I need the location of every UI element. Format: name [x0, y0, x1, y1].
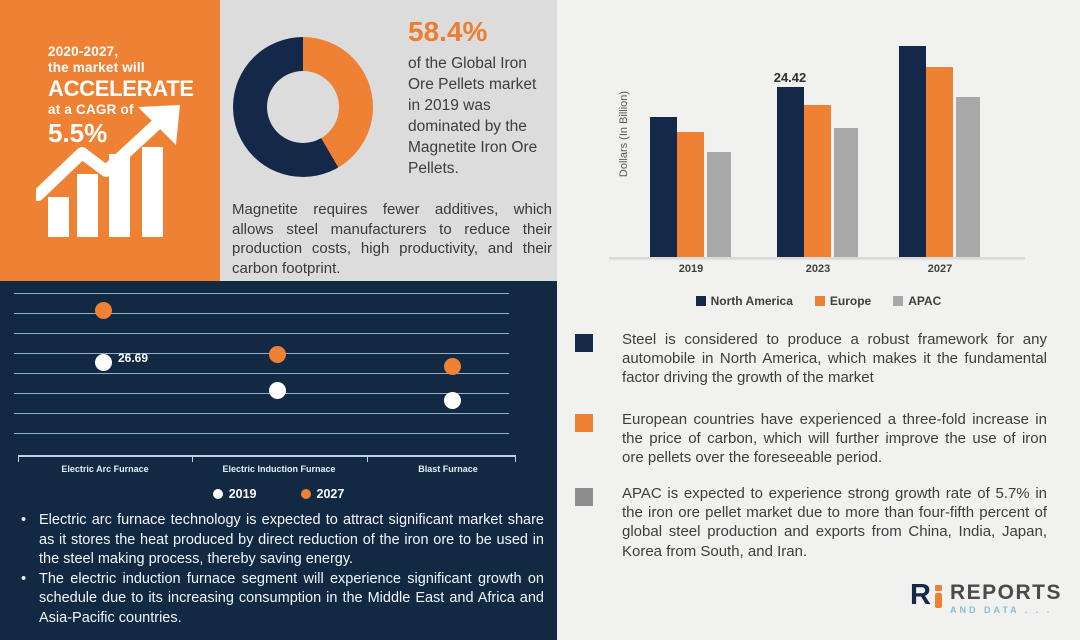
legend-swatch-icon [300, 489, 311, 499]
dot-plot-axis-tick [18, 455, 19, 462]
dot-blast-furnace-2027 [443, 357, 461, 375]
bar-legend-item: APAC [893, 294, 941, 308]
dot-data-label: 26.69 [118, 350, 149, 365]
legend-swatch-icon [893, 296, 904, 306]
promo-cagr-value: 5.5% [48, 118, 108, 148]
bar-chart-legend: North America Europe APAC [557, 294, 1080, 308]
dot-plot-category-label: Blast Furnace [418, 464, 478, 474]
legend-swatch-icon [814, 296, 825, 306]
bar-2023-north-america [777, 87, 804, 258]
logo-orange-bar-icon [934, 585, 942, 608]
dot-legend-item: 2019 [212, 487, 257, 501]
dot-electric-arc-furnace-2019 [94, 354, 112, 372]
furnace-dot-plot: 26.69 Electric Arc Furnace Electric Induct… [0, 281, 557, 507]
bar-2027-north-america [899, 46, 926, 258]
bar-2019-north-america [650, 117, 677, 258]
bar-2023-apac [834, 128, 858, 258]
bullet-text: APAC is expected to experience strong gr… [622, 485, 1047, 560]
bar-2019-apac [707, 152, 731, 258]
promo-box: 2020-2027, the market will ACCELERATE at… [0, 0, 220, 281]
bullet-square-icon [575, 334, 593, 352]
bullet-square-icon [575, 414, 593, 432]
regional-panel: Dollars (In Billion) 2019 24.42 2023 2027 N… [557, 0, 1080, 640]
logo-title: REPORTS [949, 581, 1062, 604]
bar-2019-europe [677, 132, 704, 258]
legend-label: APAC [908, 294, 942, 308]
magnetite-paragraph: Magnetite requires fewer additives, whic… [232, 201, 552, 277]
legend-label: North America [710, 294, 793, 308]
donut-stat-text: of the Global Iron Ore Pellets market in… [408, 55, 538, 177]
dot-plot-category-label: Electric Arc Furnace [61, 464, 149, 474]
bar-chart-x-axis [609, 257, 1025, 259]
dot-plot-gridline [14, 433, 509, 434]
bar-2023-europe [804, 105, 831, 258]
logo-r-mark-icon: R [910, 579, 931, 611]
bar-2027-apac [956, 97, 980, 258]
legend-label: Europe [829, 294, 872, 308]
logo-subtitle: AND DATA . . . [949, 605, 1053, 615]
bar-x-tick-label: 2027 [927, 263, 953, 275]
dot-plot-gridline [14, 393, 509, 394]
reports-and-data-logo: R REPORTS AND DATA . . . [910, 579, 1062, 616]
dot-plot-gridline [14, 373, 509, 374]
bar-legend-item: North America [695, 294, 793, 308]
legend-label: 2027 [316, 487, 345, 501]
dot-electric-induction-furnace-2027 [268, 345, 286, 363]
bar-chart-y-axis-label: Dollars (In Billion) [618, 90, 630, 178]
regional-bullet-item: Steel is considered to produce a robust … [575, 330, 1047, 388]
dot-legend-item: 2027 [300, 487, 345, 501]
legend-swatch-icon [695, 296, 706, 306]
dot-blast-furnace-2019 [443, 392, 461, 410]
regional-bullet-item: APAC is expected to experience strong gr… [575, 484, 1047, 561]
dot-plot-gridline [14, 353, 509, 354]
dot-plot-axis-tick [192, 455, 193, 462]
donut-stat-value: 58.4% [408, 16, 488, 47]
furnace-panel: 26.69 Electric Arc Furnace Electric Induct… [0, 281, 557, 640]
dot-plot-axis-tick [367, 455, 368, 462]
bar-legend-item: Europe [814, 294, 872, 308]
dot-plot-category-label: Electric Induction Furnace [222, 464, 336, 474]
dot-electric-induction-furnace-2019 [268, 382, 286, 400]
bar-x-tick-label: 2023 [805, 263, 831, 275]
dot-plot-gridline [14, 293, 509, 294]
furnace-bullet-item: The electric induction furnace segment w… [13, 570, 544, 629]
promo-line2: the market will [48, 60, 145, 75]
dot-plot-gridline [14, 333, 509, 334]
bullet-square-icon [575, 488, 593, 506]
furnace-bullet-item: Electric arc furnace technology is expec… [13, 511, 544, 570]
regional-bullet-item: European countries have experienced a th… [575, 410, 1047, 468]
growth-chart-icon [36, 105, 180, 237]
bullet-text: Steel is considered to produce a robust … [622, 331, 1047, 387]
dot-plot-gridline [14, 313, 509, 314]
dot-plot-x-axis [18, 455, 515, 457]
dot-electric-arc-furnace-2027 [94, 302, 112, 320]
dot-plot-axis-tick [515, 455, 516, 462]
dot-plot-gridline [14, 413, 509, 414]
promo-years: 2020-2027, [48, 44, 119, 59]
bar-2027-europe [926, 67, 953, 258]
promo-line4: at a CAGR of [48, 102, 134, 117]
legend-swatch-icon [212, 489, 223, 499]
furnace-bullet-list: Electric arc furnace technology is expec… [0, 511, 557, 628]
bullet-text: European countries have experienced a th… [622, 411, 1047, 467]
donut-panel: 58.4% of the Global Iron Ore Pellets mar… [220, 0, 557, 281]
dot-plot-legend: 2019 2027 [0, 487, 557, 501]
promo-accelerate: ACCELERATE [48, 76, 194, 101]
donut-chart [233, 37, 373, 177]
bar-data-label: 24.42 [773, 70, 807, 85]
bar-x-tick-label: 2019 [678, 263, 704, 275]
legend-label: 2019 [228, 487, 257, 501]
